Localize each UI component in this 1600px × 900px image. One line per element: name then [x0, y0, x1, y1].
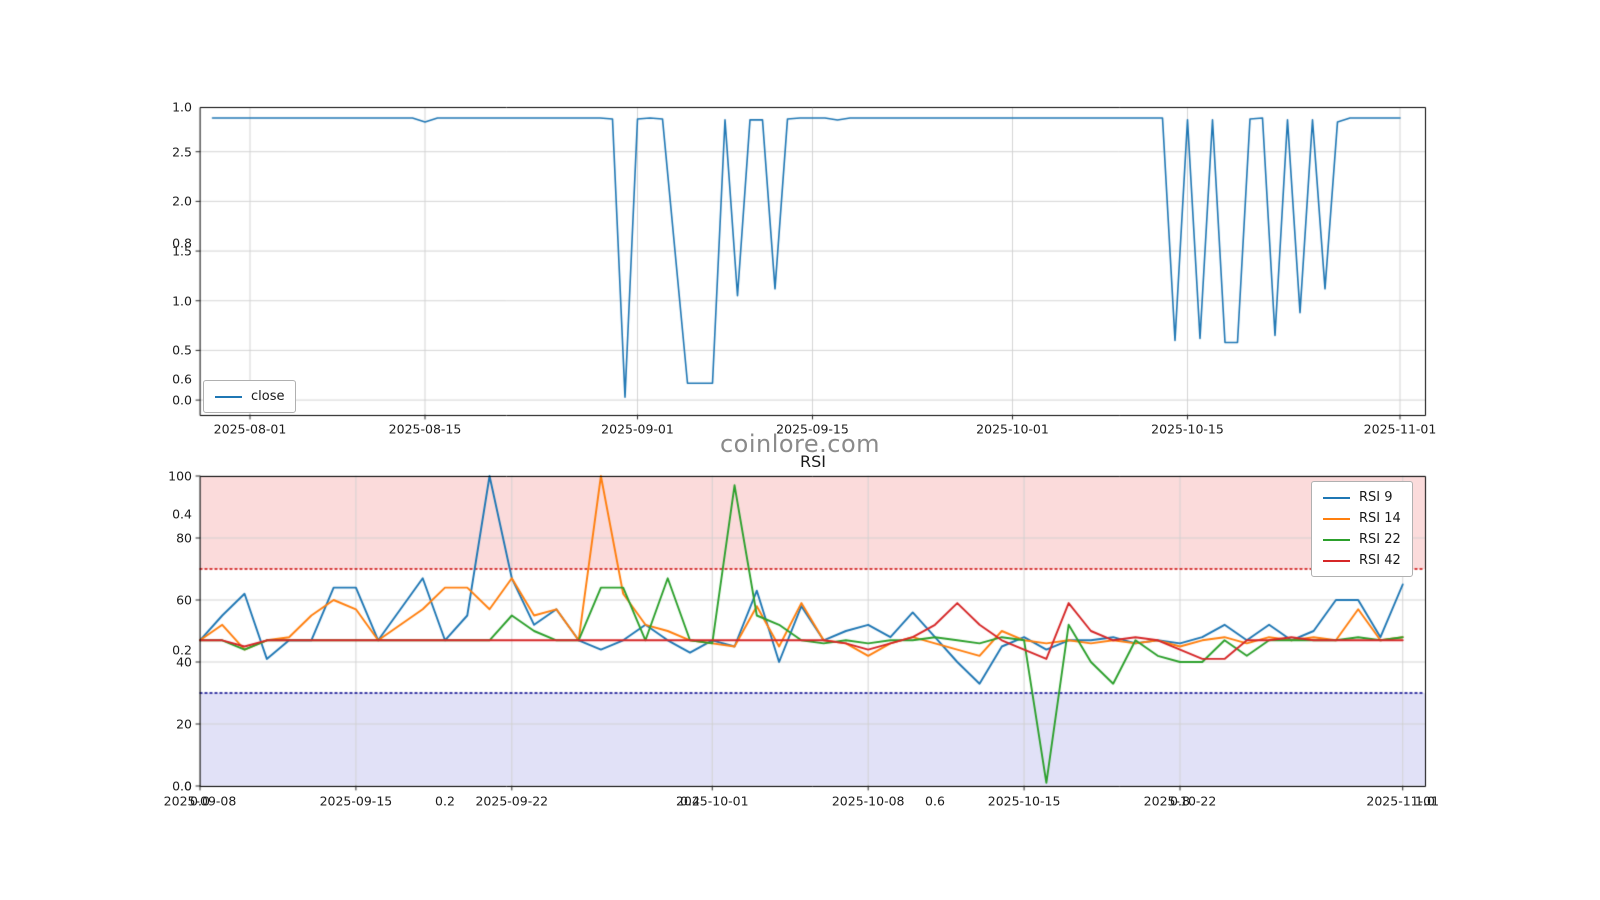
legend-label-rsi22: RSI 22 — [1359, 532, 1401, 547]
legend-item-rsi9: RSI 9 — [1323, 487, 1401, 508]
rsi-subplot-title: RSI — [800, 452, 826, 471]
rsi-legend: RSI 9 RSI 14 RSI 22 RSI 42 — [1311, 481, 1413, 577]
legend-label-close: close — [251, 389, 285, 404]
legend-label-rsi42: RSI 42 — [1359, 553, 1401, 568]
legend-item-rsi22: RSI 22 — [1323, 529, 1401, 550]
rsi9-line-swatch — [1323, 496, 1350, 499]
close-line-swatch — [215, 395, 242, 398]
legend-item-rsi42: RSI 42 — [1323, 550, 1401, 571]
watermark: coinlore.com — [719, 430, 881, 458]
rsi22-line-swatch — [1323, 538, 1350, 541]
price-plot-area — [200, 107, 1425, 415]
rsi42-line-swatch — [1323, 559, 1350, 562]
close-legend: close — [203, 380, 297, 413]
rsi14-line-swatch — [1323, 517, 1350, 520]
legend-label-rsi14: RSI 14 — [1359, 511, 1401, 526]
legend-item-close: close — [215, 386, 284, 407]
legend-label-rsi9: RSI 9 — [1359, 490, 1393, 505]
rsi-plot-area — [200, 476, 1425, 786]
legend-item-rsi14: RSI 14 — [1323, 508, 1401, 529]
